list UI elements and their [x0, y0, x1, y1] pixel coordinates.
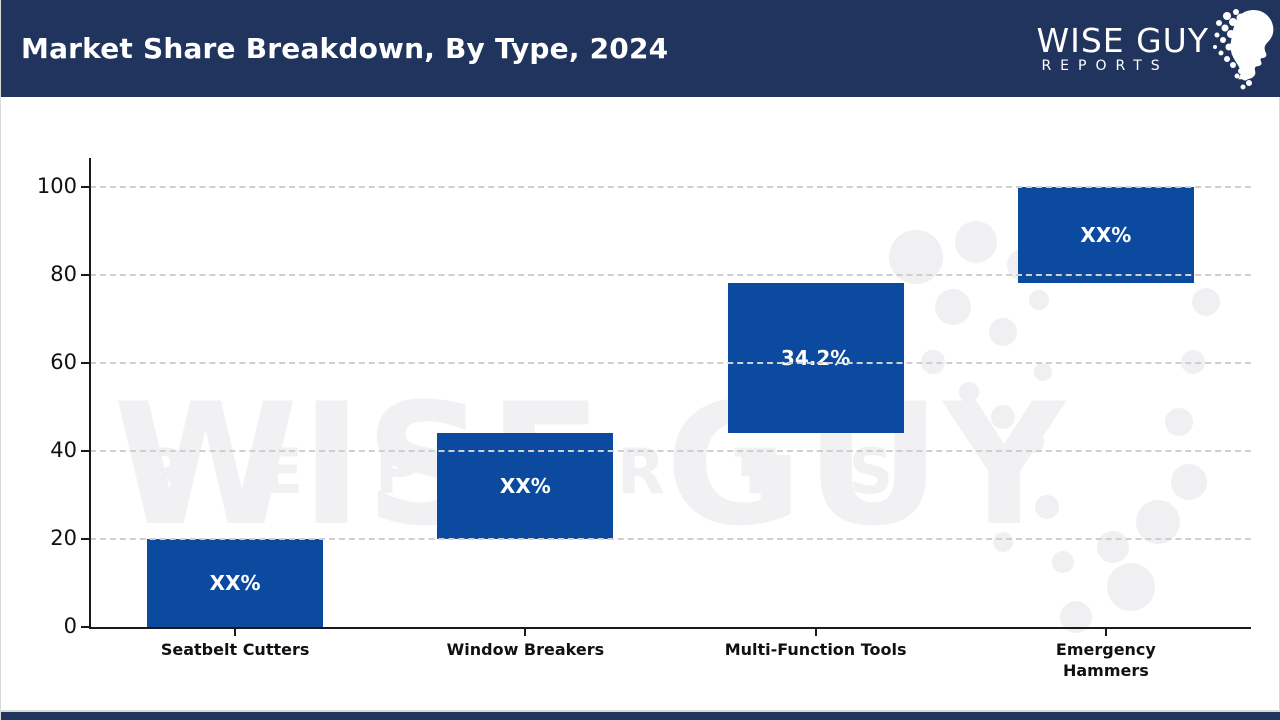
category-label-2: Multi-Function Tools [706, 640, 926, 661]
y-tick-80 [81, 274, 90, 276]
x-tick-3 [1104, 629, 1107, 636]
bar-value-label: XX% [1080, 222, 1132, 247]
bar-emergency-hammers: XX% [1017, 187, 1194, 283]
x-tick-0 [234, 629, 237, 636]
wise-guy-reports-logo: WISE GUY REPORTS [1036, 6, 1275, 92]
gridline-40 [90, 450, 1251, 452]
category-label-0: Seatbelt Cutters [125, 640, 345, 661]
y-axis [89, 158, 91, 629]
x-tick-1 [524, 629, 527, 636]
x-axis [89, 627, 1251, 629]
y-tick-60 [81, 362, 90, 364]
y-tick-0 [81, 626, 90, 628]
logo-wiseguy-label: WISE GUY [1036, 20, 1209, 60]
y-tick-label-0: 0 [63, 614, 77, 638]
x-tick-2 [814, 629, 817, 636]
gridline-60 [90, 362, 1251, 364]
footer-divider [1, 710, 1280, 712]
footer-band [1, 712, 1280, 720]
y-tick-label-100: 100 [36, 174, 77, 198]
y-tick-40 [81, 450, 90, 452]
y-tick-label-60: 60 [50, 350, 77, 374]
bar-multi-function-tools: 34.2% [727, 282, 904, 434]
y-tick-label-80: 80 [50, 262, 77, 286]
y-tick-20 [81, 538, 90, 540]
logo-face-icon [1213, 9, 1274, 90]
category-label-1: Window Breakers [415, 640, 635, 661]
y-tick-label-40: 40 [50, 438, 77, 462]
category-label-text: Window Breakers [446, 640, 605, 659]
y-tick-label-20: 20 [50, 526, 77, 550]
category-label-text: Emergency Hammers [1055, 640, 1156, 680]
category-label-3: Emergency Hammers [996, 640, 1216, 682]
y-tick-100 [81, 186, 90, 188]
page-title: Market Share Breakdown, By Type, 2024 [21, 32, 669, 65]
header-band: Market Share Breakdown, By Type, 2024 WI… [1, 0, 1280, 97]
category-label-text: Multi-Function Tools [724, 640, 907, 659]
bar-value-label: XX% [499, 474, 551, 499]
category-label-text: Seatbelt Cutters [160, 640, 310, 659]
logo-text: WISE GUY REPORTS [1036, 20, 1209, 75]
bar-seatbelt-cutters: XX% [147, 539, 324, 627]
bar-window-breakers: XX% [437, 433, 614, 539]
logo-reports-label: REPORTS [1041, 58, 1169, 75]
bar-value-label: 34.2% [780, 346, 851, 371]
bar-value-label: XX% [209, 571, 261, 595]
